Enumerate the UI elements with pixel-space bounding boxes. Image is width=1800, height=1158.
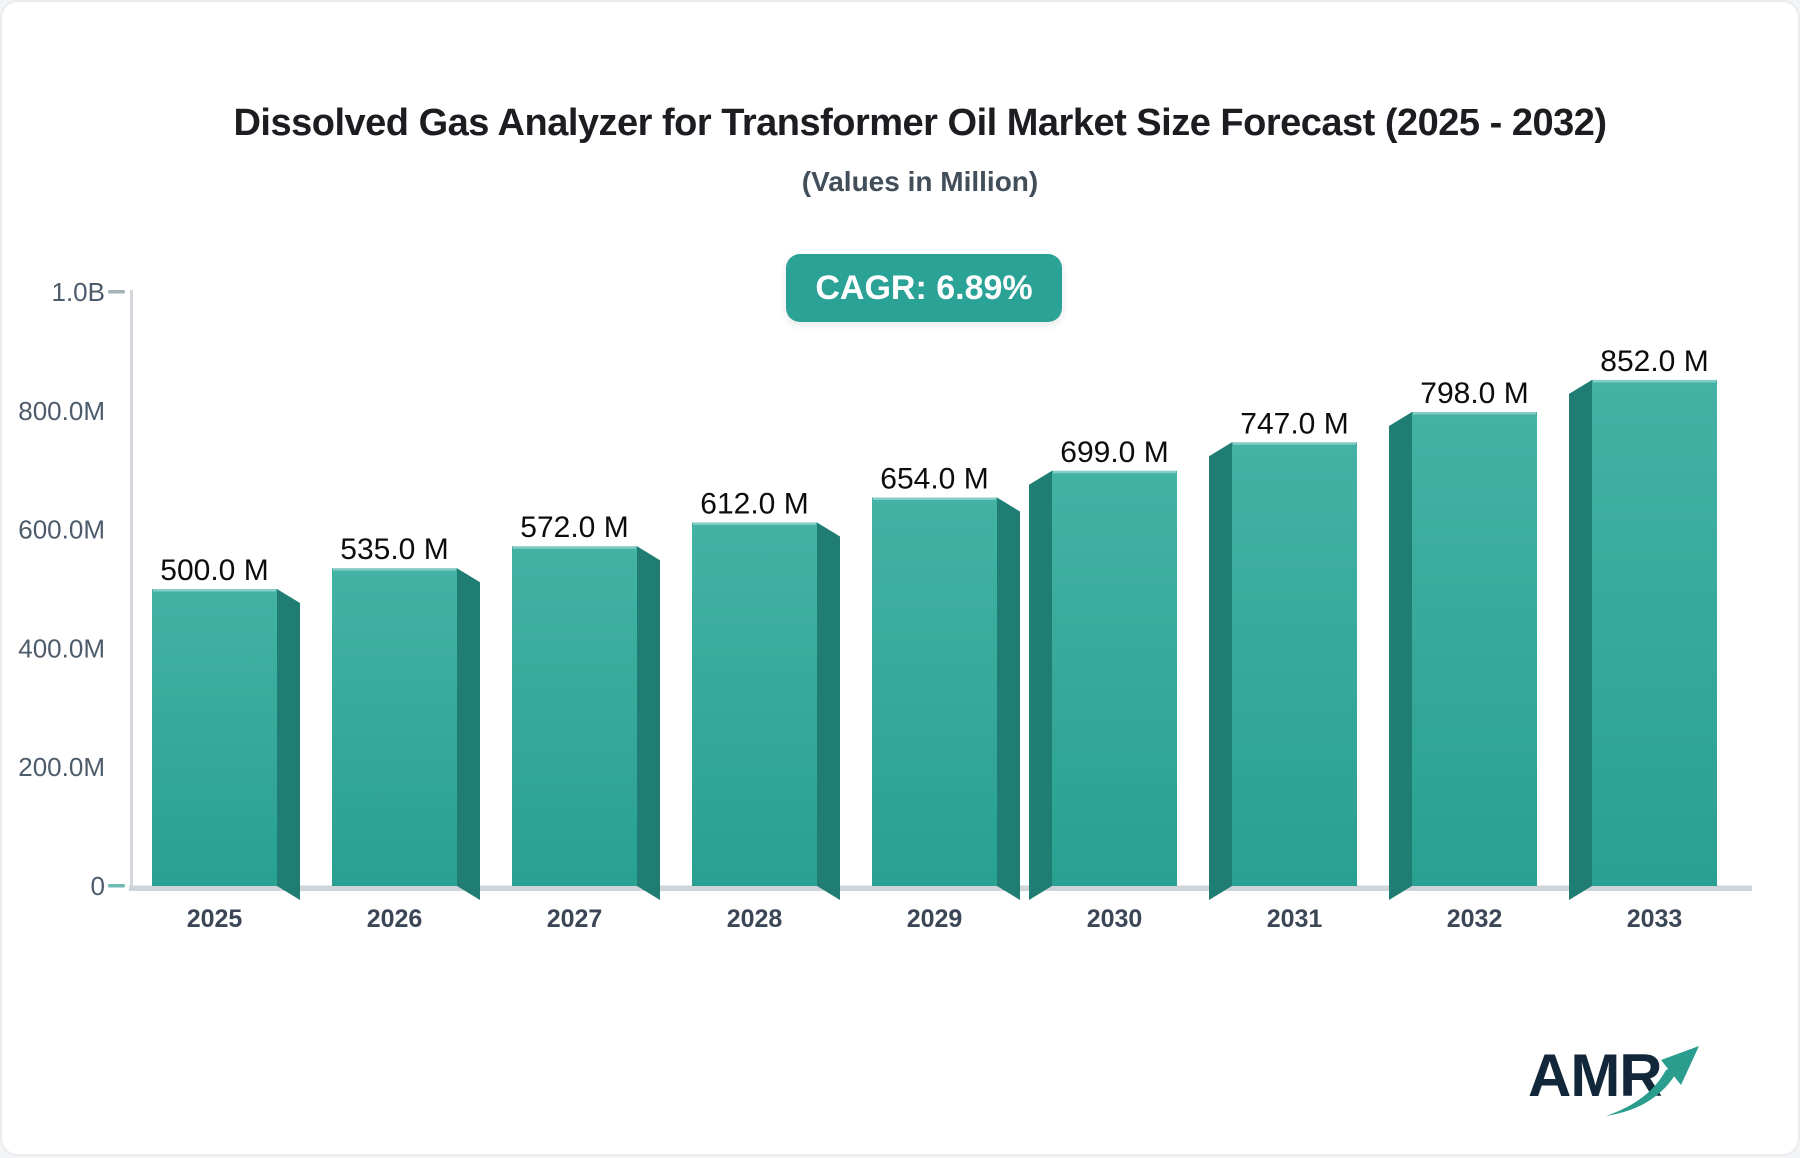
y-axis-tick-dash	[108, 290, 125, 294]
y-axis-tick-dash	[108, 884, 125, 888]
x-axis-label: 2030	[1087, 905, 1143, 933]
x-axis-label: 2027	[547, 905, 603, 933]
y-axis-tick-label: 600.0M	[18, 515, 105, 545]
bar-top-highlight	[1053, 470, 1176, 474]
x-axis-label: 2032	[1447, 905, 1503, 933]
chart-subtitle: (Values in Million)	[801, 166, 1039, 197]
bar-value-label: 699.0 M	[1060, 436, 1168, 469]
bar-side-2027	[637, 546, 660, 900]
y-axis-tick-label: 200.0M	[18, 752, 105, 782]
bar-side-2031	[1209, 442, 1232, 900]
bar-top-highlight	[1233, 442, 1356, 445]
bar-top-highlight	[693, 522, 816, 525]
bar-side-2030	[1029, 470, 1052, 900]
amr-logo: AMR	[1528, 1042, 1699, 1116]
bar-2033	[1592, 379, 1717, 886]
logo-swoosh-icon	[1606, 1064, 1681, 1116]
x-axis-label: 2033	[1627, 905, 1683, 933]
x-axis-line	[129, 885, 1752, 891]
bar-side-2033	[1569, 379, 1592, 900]
bar-value-label: 612.0 M	[700, 487, 808, 520]
bar-top-highlight	[513, 546, 636, 549]
bar-value-label: 572.0 M	[520, 511, 628, 544]
y-axis-tick-label: 800.0M	[18, 396, 105, 426]
x-axis-label: 2026	[367, 905, 423, 933]
bar-top-highlight	[1413, 411, 1536, 415]
y-axis-tick-label: 400.0M	[18, 633, 105, 663]
bar-top-highlight	[333, 568, 456, 571]
bar-top-highlight	[873, 497, 996, 501]
bar-value-label: 798.0 M	[1420, 377, 1528, 410]
y-axis-tick-label: 0	[91, 871, 105, 901]
bar-side-2032	[1389, 411, 1412, 900]
bar-side-2028	[817, 522, 840, 900]
bar-value-label: 500.0 M	[160, 554, 268, 587]
bar-top-highlight	[1593, 379, 1716, 383]
x-axis-label: 2028	[727, 905, 783, 933]
x-axis-label: 2029	[907, 905, 963, 933]
x-axis-label: 2025	[187, 905, 243, 933]
bar-value-label: 654.0 M	[880, 463, 988, 496]
chart-title: Dissolved Gas Analyzer for Transformer O…	[233, 102, 1607, 144]
bar-side-2029	[997, 497, 1020, 900]
y-axis-tick-label: 1.0B	[52, 277, 106, 307]
bar-value-label: 535.0 M	[340, 533, 448, 566]
bar-2025	[152, 589, 277, 886]
bar-2029	[872, 497, 997, 886]
bar-value-label: 747.0 M	[1240, 407, 1348, 440]
logo-arrowhead-icon	[1661, 1046, 1699, 1085]
cagr-badge: CAGR: 6.89%	[786, 254, 1062, 322]
bar-value-label: 852.0 M	[1600, 345, 1708, 378]
bar-side-2025	[277, 589, 300, 900]
bar-2027	[512, 546, 637, 886]
bar-side-2026	[457, 568, 480, 900]
bar-2030	[1052, 470, 1177, 886]
bar-2026	[332, 568, 457, 886]
bar-2031	[1232, 442, 1357, 886]
y-axis-line	[130, 290, 133, 891]
cagr-badge-label: CAGR: 6.89%	[815, 268, 1033, 307]
bar-2028	[692, 522, 817, 886]
x-axis-label: 2031	[1267, 905, 1323, 933]
amr-logo-text: AMR	[1528, 1042, 1662, 1109]
bar-top-highlight	[153, 589, 276, 592]
bar-2032	[1412, 411, 1537, 886]
